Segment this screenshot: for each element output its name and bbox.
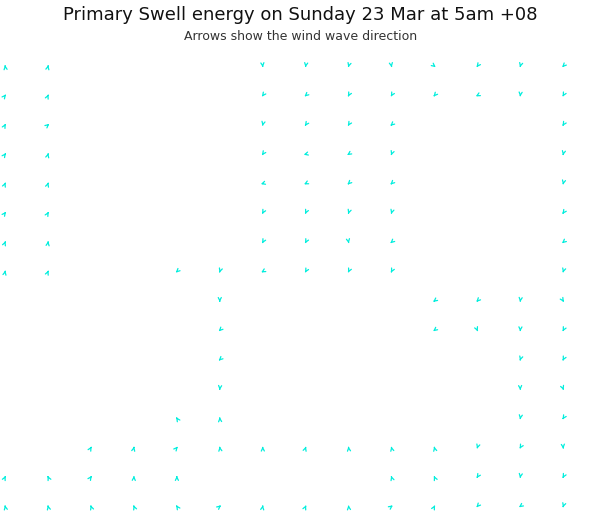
- Text: Primary Swell energy on Sunday 23 Mar at 5am +08: Primary Swell energy on Sunday 23 Mar at…: [63, 6, 538, 24]
- Text: Arrows show the wind wave direction: Arrows show the wind wave direction: [184, 30, 417, 44]
